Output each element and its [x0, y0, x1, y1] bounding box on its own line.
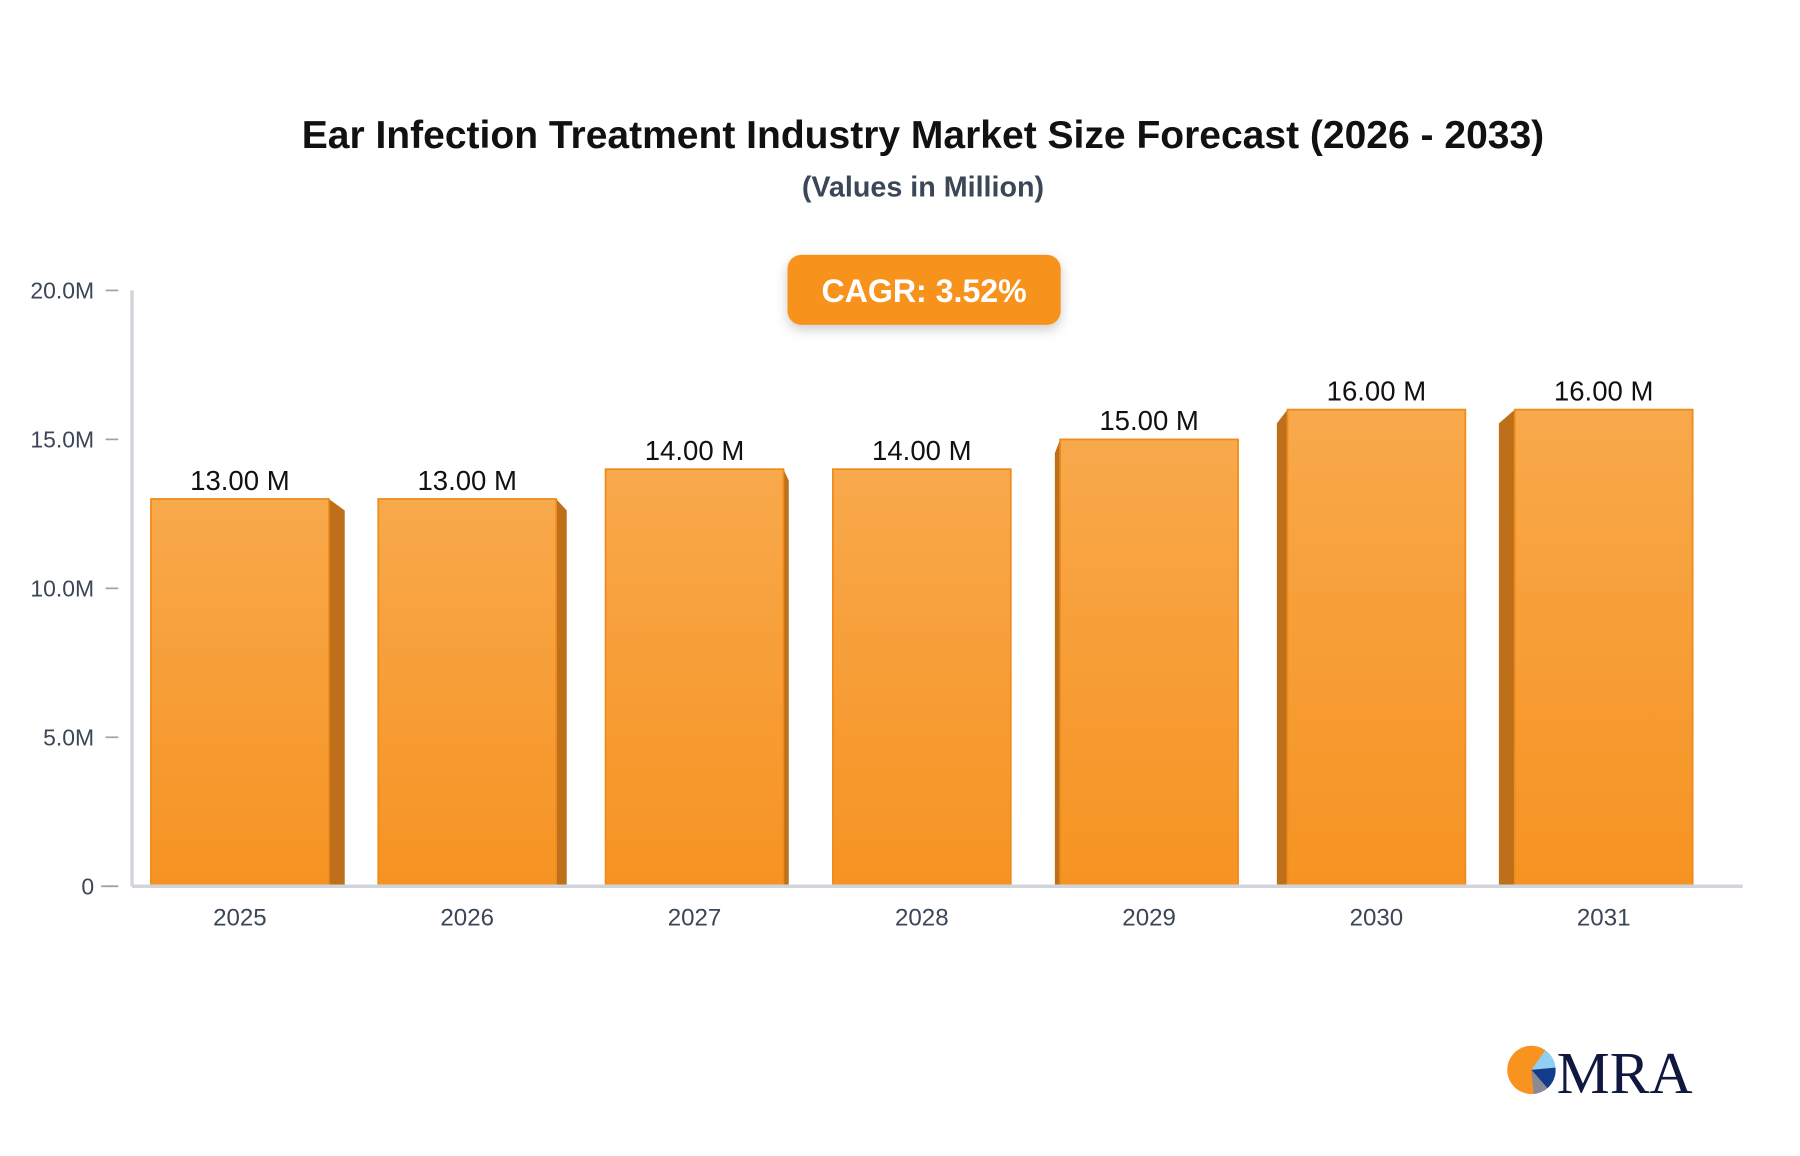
- bar-side: [328, 498, 345, 887]
- bar-side: [556, 498, 567, 887]
- y-tick-label: 20.0M: [30, 277, 94, 303]
- bar-side: [1054, 439, 1061, 887]
- cagr-badge: CAGR: 3.52%: [787, 254, 1061, 325]
- cagr-text: CAGR: 3.52%: [821, 273, 1026, 309]
- bar-front: [604, 468, 785, 888]
- x-tick-label: 2026: [440, 904, 494, 931]
- data-label: 13.00 M: [190, 465, 290, 496]
- bar-2031: 16.00 M: [1498, 375, 1694, 888]
- mra-logo: MRA: [1507, 1040, 1693, 1106]
- bar-2026: 13.00 M: [377, 465, 567, 888]
- data-label: 14.00 M: [645, 435, 745, 466]
- data-label: 14.00 M: [872, 435, 972, 466]
- data-label: 16.00 M: [1554, 375, 1654, 406]
- x-axis: 2025 2026 2027 2028 2029 2030 2031: [101, 884, 1743, 931]
- bar-front: [150, 498, 330, 888]
- bar-front: [831, 468, 1012, 888]
- x-tick-label: 2029: [1122, 904, 1176, 931]
- cagr-badge-background: [787, 254, 1061, 325]
- bar-side: [1276, 409, 1288, 887]
- bar-2027: 14.00 M: [604, 435, 789, 888]
- bar-side: [1498, 409, 1515, 887]
- bar-2028: 14.00 M: [831, 435, 1012, 888]
- data-label: 13.00 M: [417, 465, 517, 496]
- x-tick-label: 2030: [1350, 904, 1404, 931]
- logo-pie-gray: [1531, 1069, 1548, 1095]
- x-tick-label: 2027: [668, 904, 722, 931]
- x-tick-label: 2025: [213, 904, 267, 931]
- bars: 13.00 M 13.00 M 14.00 M 14.00 M 15.00 M 16.00…: [150, 375, 1694, 888]
- data-label: 15.00 M: [1099, 405, 1199, 436]
- chart-title: Ear Infection Treatment Industry Market …: [302, 114, 1544, 157]
- y-tick-label: 15.0M: [30, 426, 94, 452]
- x-tick-label: 2028: [895, 904, 949, 931]
- x-tick-label: 2031: [1577, 904, 1631, 931]
- y-axis: 0 5.0M 10.0M 15.0M 20.0M: [30, 277, 134, 899]
- data-label: 16.00 M: [1327, 375, 1427, 406]
- bar-front: [1059, 438, 1239, 888]
- y-tick-label: 0: [81, 873, 94, 899]
- chart-subtitle: (Values in Million): [802, 171, 1044, 203]
- logo-pie-dark-blue: [1531, 1067, 1556, 1089]
- bar-front: [1286, 408, 1467, 888]
- logo-text: MRA: [1557, 1040, 1693, 1106]
- y-tick-label: 5.0M: [43, 724, 94, 750]
- bar-2030: 16.00 M: [1276, 375, 1467, 888]
- bar-front: [1513, 408, 1694, 888]
- bar-front: [377, 498, 558, 888]
- bar-2029: 15.00 M: [1054, 405, 1239, 888]
- y-tick-label: 10.0M: [30, 575, 94, 601]
- bar-2025: 13.00 M: [150, 465, 345, 888]
- bar-side: [783, 469, 789, 887]
- logo-pie-light-blue: [1531, 1050, 1556, 1070]
